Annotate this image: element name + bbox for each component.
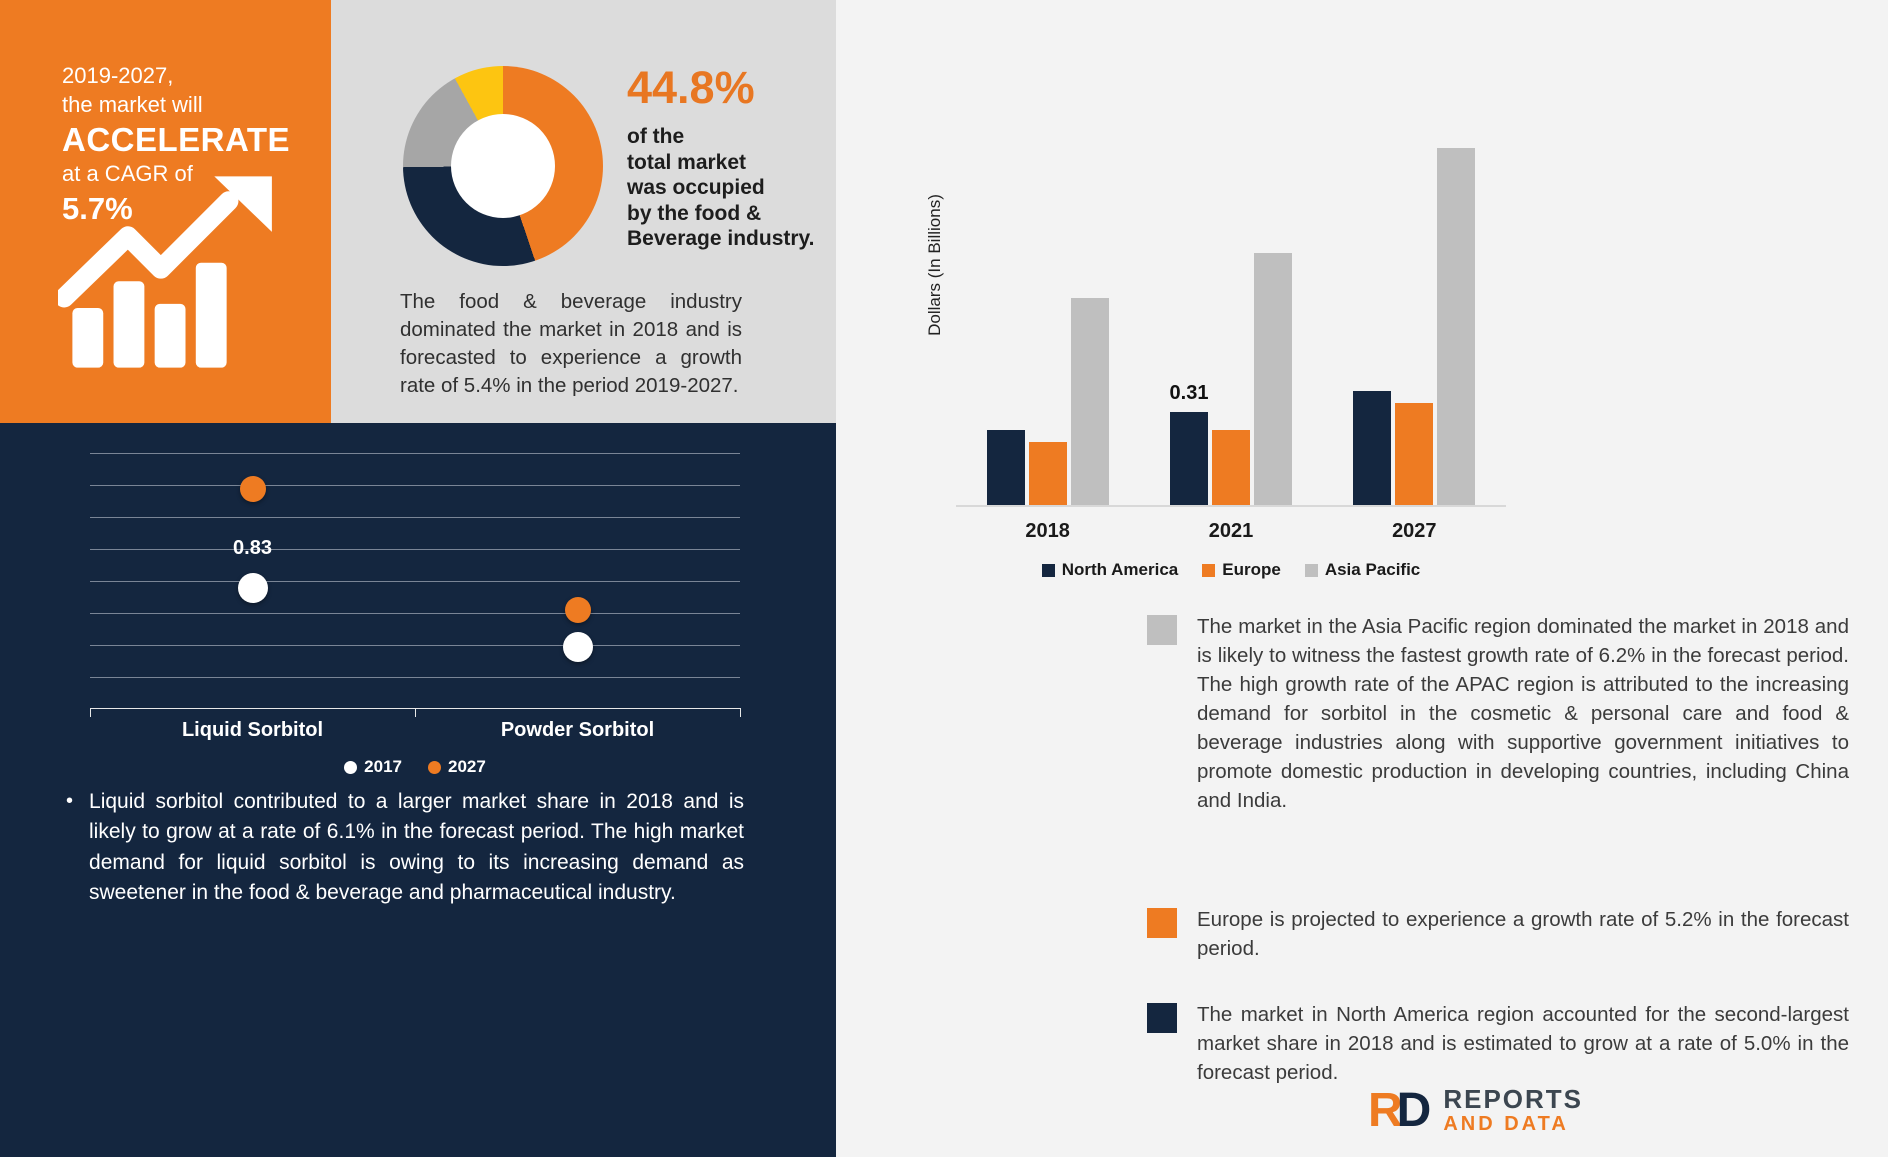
gridline — [90, 581, 740, 582]
product-panel: 0.83 Liquid Sorbitol Powder Sorbitol 2017… — [0, 423, 836, 1157]
accelerate-text-block: 2019-2027, the market will ACCELERATE at… — [62, 62, 290, 227]
legend-item-2017: 2017 — [344, 757, 402, 777]
logo-line1: REPORTS — [1443, 1084, 1584, 1114]
donut-headline-text: of the total market was occupied by the … — [627, 125, 815, 251]
gridline — [90, 677, 740, 678]
logo-monogram: R D — [1368, 1087, 1431, 1135]
legend-label-europe: Europe — [1222, 560, 1281, 579]
bar-europe-2018 — [1028, 442, 1067, 505]
bar-europe-2027 — [1395, 403, 1434, 505]
legend-item-asia-pacific: Asia Pacific — [1304, 560, 1421, 580]
bar-category-label-2027: 2027 — [1392, 520, 1437, 542]
bar-asia-pacific-2018 — [1070, 298, 1109, 505]
donut-headline-block: 44.8% of the total market was occupied b… — [627, 62, 817, 252]
dot-categories: Liquid Sorbitol Powder Sorbitol — [90, 719, 740, 742]
region-panel: Dollars (In Billions) 2018 0.31 2021 2027 N… — [836, 0, 1888, 1157]
dot-legend: 2017 2027 — [90, 757, 740, 777]
dot-2017-powder-sorbitol — [562, 632, 593, 663]
growth-arrow-icon — [58, 176, 272, 368]
legend-marker-2027 — [428, 760, 441, 774]
accelerate-panel: 2019-2027, the market will ACCELERATE at… — [0, 0, 331, 423]
gridline — [90, 549, 740, 550]
dot-2027-powder-sorbitol — [564, 596, 591, 623]
donut-percentage: 44.8% — [627, 62, 755, 113]
region-bullet-square — [1147, 1003, 1177, 1033]
legend-item-europe: Europe — [1202, 560, 1281, 580]
gridline — [90, 613, 740, 614]
gridline — [90, 517, 740, 518]
legend-marker-europe — [1202, 563, 1216, 577]
accelerate-line2: the market will — [62, 91, 203, 117]
product-note: • Liquid sorbitol contributed to a large… — [66, 787, 744, 909]
legend-marker-asia-pacific — [1304, 563, 1318, 577]
bar-group-2027: 2027 — [1353, 130, 1476, 542]
dot-value-label: 0.83 — [233, 536, 272, 559]
bar-value-label: 0.31 — [1169, 382, 1209, 404]
product-note-text: Liquid sorbitol contributed to a larger … — [89, 790, 744, 905]
region-bullet-europe: Europe is projected to experience a grow… — [1147, 905, 1851, 963]
logo-text: REPORTS AND DATA — [1443, 1084, 1584, 1136]
dot-plot: 0.83 — [90, 453, 741, 717]
bar-legend: North America Europe Asia Pacific — [956, 560, 1506, 580]
logo-letter-d: D — [1396, 1084, 1432, 1138]
legend-item-2027: 2027 — [428, 757, 486, 777]
dot-category-label-powder-sorbitol: Powder Sorbitol — [500, 719, 655, 741]
bar-asia-pacific-2027 — [1437, 148, 1476, 505]
legend-label-asia-pacific: Asia Pacific — [1324, 560, 1421, 579]
logo-line2: AND DATA — [1443, 1113, 1569, 1136]
region-bullet-text-north-america: The market in North America region accou… — [1197, 1003, 1849, 1084]
bar-category-label-2021: 2021 — [1208, 520, 1254, 542]
legend-item-north-america: North America — [1041, 560, 1179, 580]
accelerate-line1: 2019-2027, — [62, 63, 174, 88]
dot-2027-liquid-sorbitol — [239, 476, 266, 503]
dot-category-label-liquid-sorbitol: Liquid Sorbitol — [181, 719, 324, 741]
legend-label-north-america: North America — [1061, 560, 1179, 579]
bar-chart-plot: 2018 0.31 2021 2027 — [956, 130, 1506, 542]
gridline — [90, 453, 740, 454]
bar-y-axis-label: Dollars (In Billions) — [922, 105, 948, 425]
bar-north-america-2021: 0.31 — [1170, 382, 1208, 505]
region-bullet-apac: The market in the Asia Pacific region do… — [1147, 612, 1851, 815]
bar-group-2018: 2018 — [986, 130, 1109, 542]
accelerate-headline: ACCELERATE — [62, 121, 291, 159]
legend-label-2027: 2027 — [448, 757, 486, 776]
legend-label-2017: 2017 — [364, 757, 402, 776]
donut-chart — [403, 66, 603, 266]
cagr-value: 5.7% — [62, 191, 133, 227]
logo-letter-r: R — [1368, 1084, 1403, 1138]
legend-marker-2017 — [344, 760, 358, 774]
bar-europe-2021 — [1211, 430, 1250, 505]
legend-marker-north-america — [1041, 563, 1055, 577]
bar-north-america-2027 — [1353, 391, 1392, 505]
region-bullet-north-america: The market in North America region accou… — [1147, 1000, 1851, 1087]
bar-category-label-2018: 2018 — [1025, 520, 1070, 542]
bar-asia-pacific-2021 — [1253, 253, 1292, 505]
region-bullet-text-apac: The market in the Asia Pacific region do… — [1197, 615, 1849, 812]
axis-tick — [415, 708, 416, 717]
bar-north-america-2018 — [986, 430, 1025, 505]
bar-group-2021: 0.31 2021 — [1170, 130, 1292, 542]
reports-and-data-logo: R D REPORTS AND DATA — [1368, 1084, 1584, 1136]
axis-tick — [740, 708, 741, 717]
dot-2017-liquid-sorbitol — [237, 572, 268, 603]
industry-panel: 44.8% of the total market was occupied b… — [331, 0, 836, 423]
gridline — [90, 485, 740, 486]
region-bullet-square — [1147, 615, 1177, 645]
axis-tick — [90, 708, 91, 717]
bullet-marker: • — [66, 790, 74, 812]
region-bullet-text-europe: Europe is projected to experience a grow… — [1197, 908, 1849, 960]
gridline — [90, 645, 740, 646]
accelerate-line4: at a CAGR of — [62, 161, 193, 187]
bar-y-axis-label-text: Dollars (In Billions) — [925, 194, 945, 336]
region-bullet-square — [1147, 908, 1177, 938]
industry-paragraph: The food & beverage industry dominated t… — [400, 290, 742, 397]
